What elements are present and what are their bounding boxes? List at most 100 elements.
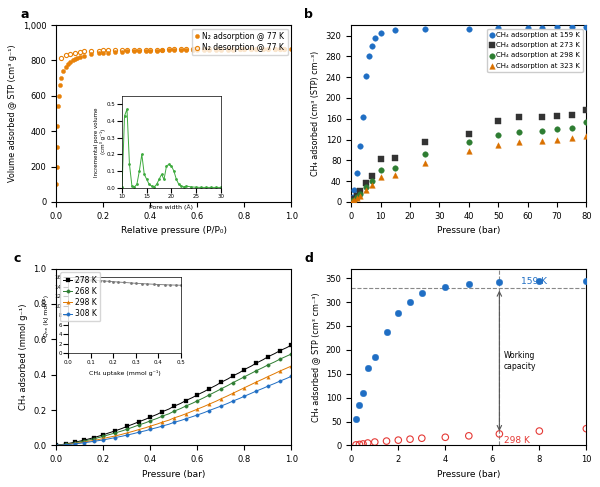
CH₄ adsorption at 159 K [364,53,374,60]
308 K [62,442,69,448]
278 K [135,419,142,425]
CH₄ adsorption at 298 K [581,118,591,126]
268 K [71,440,79,446]
308 K [142,428,149,433]
Point [581,277,591,284]
CH₄ adsorption at 159 K [552,23,562,31]
CH₄ adsorption at 159 K [464,25,473,33]
N₂ desorption @ 77 K [67,51,74,56]
308 K [205,408,212,413]
278 K [71,439,79,445]
308 K [53,443,60,449]
278 K [288,342,295,348]
Point [417,434,427,442]
268 K [194,398,201,404]
268 K [224,383,232,389]
268 K [154,415,161,421]
CH₄ adsorption at 323 K [347,198,357,206]
Text: d: d [304,252,313,264]
N₂ desorption @ 77 K [241,46,248,52]
Point [370,438,380,446]
298 K [253,379,260,385]
CH₄ adsorption at 323 K [493,141,503,149]
298 K [276,368,283,374]
298 K [201,403,208,409]
N₂ adsorption @ 77 K [130,48,137,54]
278 K [81,437,88,443]
308 K [90,438,97,444]
N₂ adsorption @ 77 K [182,47,189,53]
CH₄ adsorption at 273 K [567,111,577,119]
278 K [229,373,236,379]
Line: N₂ adsorption @ 77 K: N₂ adsorption @ 77 K [55,47,293,187]
N₂ desorption @ 77 K [104,47,112,53]
CH₄ adsorption at 323 K [367,181,377,189]
N₂ desorption @ 77 K [88,48,95,54]
278 K [217,379,224,385]
Point [355,441,364,449]
CH₄ adsorption at 323 K [514,138,524,146]
CH₄ adsorption at 273 K [349,195,359,203]
308 K [135,430,142,435]
278 K [260,357,267,363]
298 K [86,438,93,444]
278 K [253,360,260,366]
N₂ adsorption @ 77 K [95,51,102,56]
308 K [217,403,224,409]
CH₄ adsorption at 323 K [349,196,359,204]
298 K [118,431,125,437]
278 K [86,436,93,442]
298 K [100,435,107,441]
N₂ desorption @ 77 K [154,47,161,53]
298 K [90,437,97,443]
Legend: CH₄ adsorption at 159 K, CH₄ adsorption at 273 K, CH₄ adsorption at 298 K, CH₄ a: CH₄ adsorption at 159 K, CH₄ adsorption … [487,29,583,72]
N₂ desorption @ 77 K [118,47,125,53]
CH₄ adsorption at 273 K [552,112,562,120]
278 K [264,354,271,360]
N₂ desorption @ 77 K [194,46,201,52]
298 K [248,381,255,387]
CH₄ adsorption at 159 K [361,72,371,80]
268 K [201,394,208,400]
308 K [71,441,79,447]
298 K [166,417,173,423]
Point [351,415,361,423]
CH₄ adsorption at 273 K [347,197,357,205]
298 K [194,406,201,412]
298 K [81,439,88,445]
CH₄ adsorption at 323 K [567,134,577,142]
CH₄ adsorption at 323 K [361,187,371,194]
308 K [201,410,208,415]
308 K [130,431,137,436]
Y-axis label: CH₄ adsorbed @ STP (cm³ cm⁻³): CH₄ adsorbed @ STP (cm³ cm⁻³) [311,292,320,422]
Point [581,425,591,432]
268 K [166,411,173,417]
N₂ desorption @ 77 K [95,48,102,54]
CH₄ adsorption at 273 K [367,172,377,180]
CH₄ adsorption at 298 K [552,125,562,133]
308 K [166,421,173,427]
CH₄ adsorption at 273 K [376,155,385,163]
308 K [283,375,290,381]
CH₄ adsorption at 159 K [523,24,532,32]
Point [440,283,450,291]
CH₄ adsorption at 159 K [355,142,365,150]
Text: 298 K: 298 K [504,435,530,445]
278 K [130,421,137,427]
Point [394,436,403,444]
N₂ desorption @ 77 K [182,46,189,52]
278 K [118,426,125,431]
268 K [276,356,283,362]
278 K [170,403,178,409]
278 K [158,409,166,415]
278 K [276,348,283,354]
N₂ desorption @ 77 K [253,46,260,52]
298 K [189,408,196,414]
268 K [205,392,212,398]
CH₄ adsorption at 298 K [391,164,400,172]
CH₄ adsorption at 298 K [355,190,365,198]
308 K [118,433,125,439]
298 K [182,411,189,417]
Text: Working
capacity: Working capacity [504,351,536,371]
308 K [212,405,220,411]
